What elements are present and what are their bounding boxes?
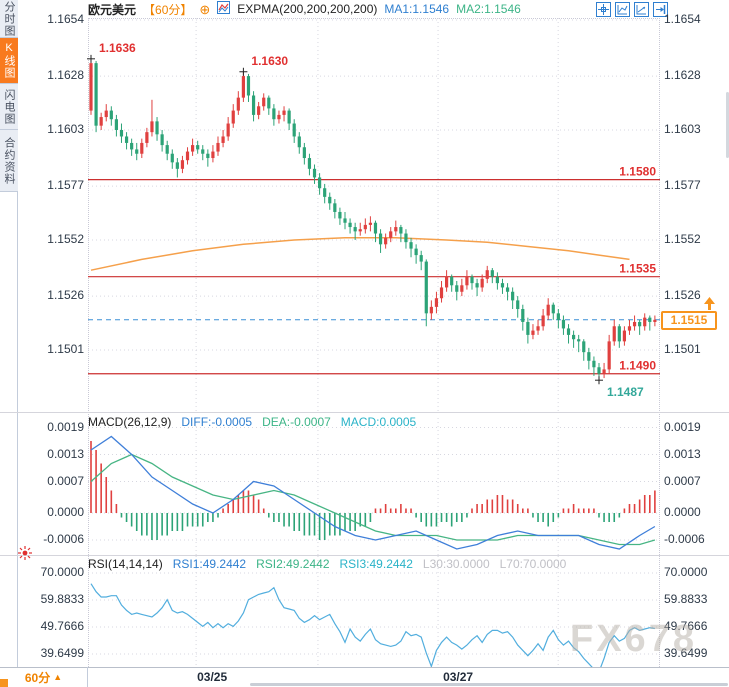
axis-tick-label: 70.0000 (40, 565, 84, 579)
axis-tick-label: 1.1552 (664, 231, 701, 246)
axis-tick-label: 1.1603 (664, 121, 701, 136)
macd-macd-value: MACD:0.0005 (340, 415, 417, 429)
alert-flash-icon[interactable] (17, 545, 33, 564)
sidebar-tab-timeline-chart[interactable]: 分时图 (0, 0, 18, 38)
axis-tick-label: -0.0006 (43, 532, 84, 546)
axis-tick-label: 1.1628 (664, 68, 701, 83)
axis-tick-label: 0.0000 (664, 505, 701, 519)
date-label: 03/27 (443, 670, 474, 684)
step-forward-icon[interactable] (653, 2, 668, 17)
rsi-l70-value: L70:70.0000 (499, 557, 567, 571)
horizontal-scrollbar[interactable] (250, 683, 728, 686)
svg-text:1.1580: 1.1580 (619, 165, 656, 179)
axis-tick-label: 1.1654 (664, 12, 701, 26)
axis-tick-label: 39.6499 (40, 646, 84, 660)
axis-tick-label: 1.1501 (47, 341, 84, 356)
svg-text:1.1636: 1.1636 (99, 41, 136, 55)
axis-tick-label: 1.1628 (47, 68, 84, 83)
axis-tick-label: 1.1526 (664, 288, 701, 303)
rsi-l30-value: L30:30.0000 (422, 557, 490, 571)
expma-indicator-label: EXPMA(200,200,200,200) (237, 2, 378, 16)
rsi2-value: RSI2:49.2442 (256, 557, 330, 571)
axis-tick-label: 49.7666 (664, 619, 708, 633)
date-label: 03/25 (197, 670, 228, 684)
fx678-watermark: FX678 (570, 618, 697, 660)
axis-tick-label: 1.1501 (664, 341, 701, 356)
axis-tick-label: 1.1654 (47, 12, 84, 26)
axis-tick-label: 0.0000 (47, 505, 84, 519)
rsi1-value: RSI1:49.2442 (172, 557, 247, 571)
time-axis-bar (0, 667, 729, 687)
interval-cell-label: 60分 (24, 670, 51, 685)
chart-header: 欧元美元 【60分】 ⊕ EXPMA(200,200,200,200) MA1:… (88, 0, 521, 18)
main-macd-divider (0, 412, 729, 413)
axis-tick-label: 1.1577 (47, 178, 84, 193)
sidebar-tab-contract-info[interactable]: 合约资料 (0, 130, 18, 192)
range-zoom-icon[interactable] (615, 2, 630, 17)
symbol-name: 欧元美元 (88, 2, 137, 17)
svg-text:1.1487: 1.1487 (607, 385, 644, 399)
crosshair-icon[interactable] (596, 2, 611, 17)
indicator-chart-icon (217, 1, 231, 17)
rsi-header: RSI(14,14,14) RSI1:49.2442 RSI2:49.2442 … (88, 557, 566, 571)
axis-tick-label: 1.1552 (47, 231, 84, 246)
macd-dea-value: DEA:-0.0007 (262, 415, 331, 429)
axis-tick-label: 59.8833 (40, 592, 84, 606)
line-chart-icon[interactable] (634, 2, 649, 17)
ma2-value: MA2:1.1546 (456, 2, 521, 16)
axis-tick-label: 1.1603 (47, 121, 84, 136)
rsi-title[interactable]: RSI(14,14,14) (88, 557, 163, 571)
interval-cell[interactable]: 60分 ▲ (0, 667, 88, 687)
corner-marker (0, 679, 8, 687)
axis-tick-label: 70.0000 (664, 565, 708, 579)
svg-text:1.1535: 1.1535 (619, 262, 656, 276)
axis-tick-label: 0.0019 (664, 419, 701, 434)
axis-tick-label: 49.7666 (40, 619, 84, 633)
macd-header: MACD(26,12,9) DIFF:-0.0005 DEA:-0.0007 M… (88, 415, 416, 429)
current-price-badge: 1.1515 (661, 310, 717, 330)
vertical-scrollbar[interactable] (726, 92, 729, 158)
axis-tick-label: 0.0007 (664, 473, 701, 488)
ma1-value: MA1:1.1546 (384, 2, 450, 16)
sidebar-tab-lightning-chart[interactable]: 闪电图 (0, 84, 18, 130)
chart-type-sidebar: 分时图 K线图 闪电图 合约资料 (0, 0, 18, 667)
axis-tick-label: 0.0013 (664, 446, 701, 461)
chart-toolbar (596, 2, 668, 17)
macd-title[interactable]: MACD(26,12,9) (88, 415, 172, 429)
chart-plot-frame (88, 18, 660, 667)
macd-indicator-chart[interactable] (88, 418, 660, 555)
rsi-indicator-chart[interactable] (88, 556, 660, 673)
axis-tick-label: 0.0013 (47, 446, 84, 461)
macd-diff-value: DIFF:-0.0005 (181, 415, 253, 429)
circle-plus-icon[interactable]: ⊕ (199, 1, 211, 17)
svg-text:1.1630: 1.1630 (251, 54, 288, 68)
svg-text:1.1490: 1.1490 (619, 359, 656, 373)
rsi3-value: RSI3:49.2442 (339, 557, 413, 571)
axis-tick-label: 1.1526 (47, 288, 84, 303)
main-candlestick-chart[interactable]: 1.1580 1.1535 1.1490 1.1636 1.1630 1.1487 (87, 18, 660, 412)
axis-tick-label: -0.0006 (664, 532, 705, 546)
price-up-arrow-icon (703, 296, 716, 314)
axis-tick-label: 39.6499 (664, 646, 708, 660)
axis-tick-label: 59.8833 (664, 592, 708, 606)
macd-rsi-divider (0, 555, 729, 556)
interval-up-arrow-icon: ▲ (53, 672, 63, 682)
sidebar-tab-candlestick-chart[interactable]: K线图 (0, 38, 18, 84)
interval-label[interactable]: 【60分】 (143, 2, 193, 17)
axis-tick-label: 0.0019 (47, 419, 84, 434)
axis-tick-label: 0.0007 (47, 473, 84, 488)
axis-tick-label: 1.1577 (664, 178, 701, 193)
